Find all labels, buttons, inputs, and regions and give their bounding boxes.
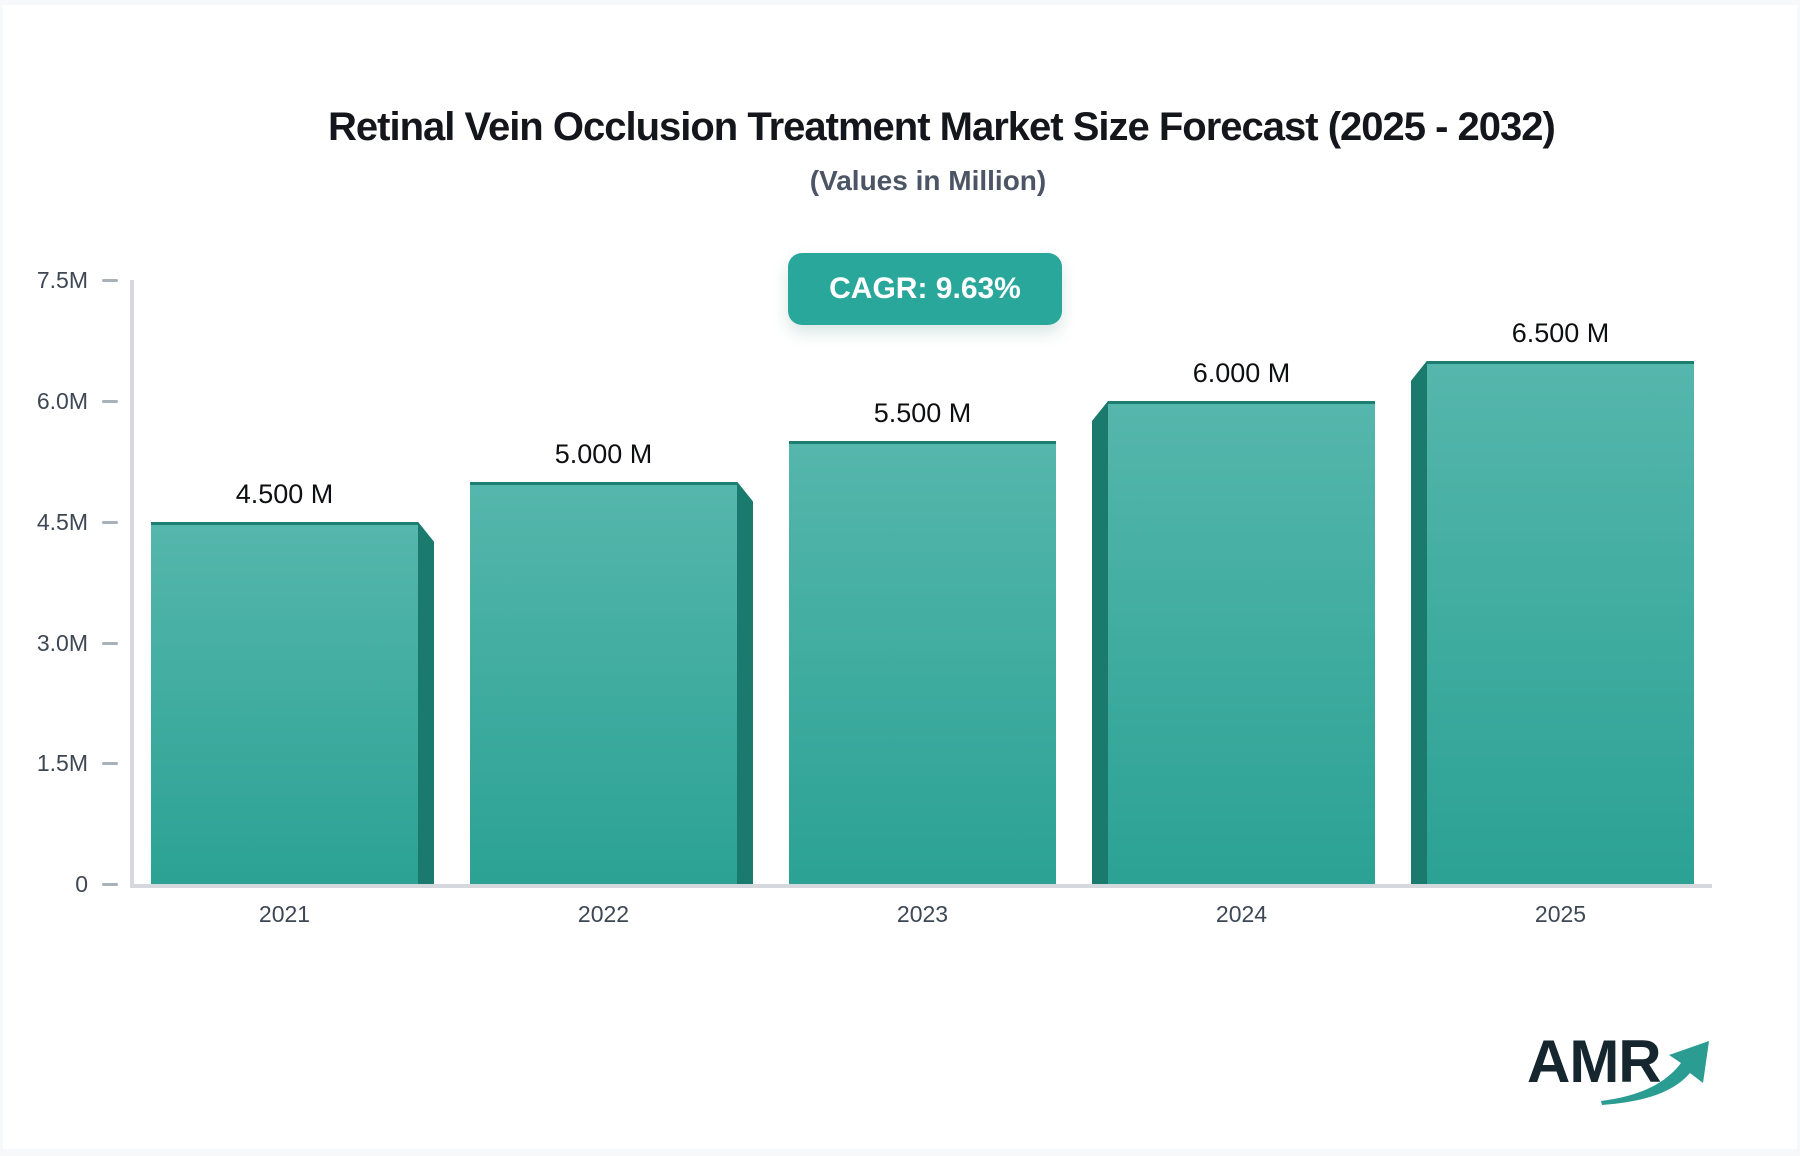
y-tick-label: 0 (75, 871, 88, 897)
bar-value-label: 6.000 M (1192, 358, 1291, 388)
cagr-badge: CAGR: 9.63% (788, 253, 1062, 325)
y-tick-dash (102, 279, 118, 283)
bar-2023 (789, 441, 1056, 884)
amr-logo: AMR (1527, 1031, 1727, 1111)
amr-logo-text: AMR (1527, 1028, 1662, 1095)
y-tick-dash (102, 641, 118, 645)
y-tick-label: 7.5M (36, 267, 88, 294)
x-tick-label: 2024 (1215, 901, 1268, 927)
bar-3d-edge (1411, 360, 1427, 884)
x-tick-label: 2025 (1534, 901, 1587, 927)
x-tick-label: 2022 (577, 901, 630, 927)
x-axis-line (130, 884, 1712, 888)
y-tick-dash (102, 883, 118, 886)
bar-value-label: 5.500 M (873, 398, 972, 429)
chart-title: Retinal Vein Occlusion Treatment Market … (328, 105, 1556, 149)
bar-3d-edge (1092, 401, 1108, 884)
y-tick-dash (102, 520, 118, 524)
bar-2024 (1108, 401, 1375, 884)
trend-up-arrow-icon (1601, 1041, 1709, 1105)
bar-2025 (1427, 360, 1694, 884)
y-tick-label: 6.0M (36, 388, 88, 414)
bar-3d-edge (418, 521, 434, 884)
x-tick-label: 2023 (896, 901, 949, 927)
y-tick-label: 1.5M (36, 750, 88, 777)
y-tick-dash (102, 400, 118, 403)
y-tick-dash (102, 762, 118, 766)
x-tick-label: 2021 (258, 901, 311, 927)
plot-area: 0 1.5M 3.0M 4.5M 6.0M 7.5M 4.500 M 2021 5.000 M 2… (3, 5, 1797, 1149)
chart-subtitle: (Values in Million) (809, 165, 1047, 196)
bar-value-label: 5.000 M (554, 438, 653, 469)
y-tick-label: 4.5M (36, 508, 88, 535)
y-tick-label: 3.0M (36, 629, 88, 656)
y-axis-line (130, 280, 134, 888)
bar-value-label: 4.500 M (235, 478, 334, 509)
chart-canvas: Retinal Vein Occlusion Treatment Market … (3, 5, 1797, 1149)
bar-2022 (470, 481, 737, 884)
bar-value-label: 6.500 M (1511, 317, 1610, 348)
bar-2021 (151, 521, 418, 884)
cagr-badge-label: CAGR: 9.63% (829, 272, 1021, 305)
bar-3d-edge (737, 481, 753, 884)
